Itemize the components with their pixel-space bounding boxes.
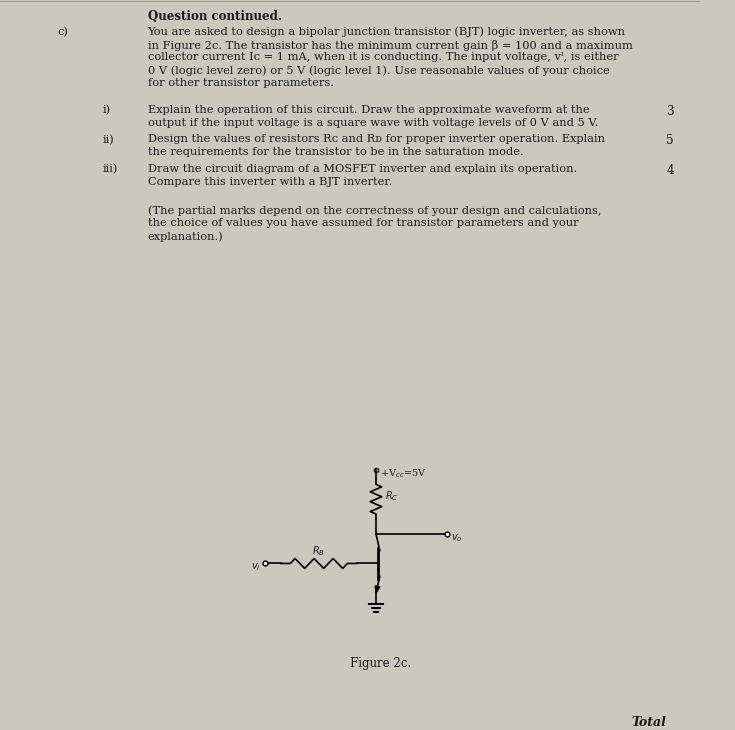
Text: Compare this inverter with a BJT inverter.: Compare this inverter with a BJT inverte… xyxy=(148,177,392,187)
Text: Total: Total xyxy=(631,715,667,729)
Text: Draw the circuit diagram of a MOSFET inverter and explain its operation.: Draw the circuit diagram of a MOSFET inv… xyxy=(148,164,577,174)
Text: Explain the operation of this circuit. Draw the approximate waveform at the: Explain the operation of this circuit. D… xyxy=(148,105,589,115)
Text: the choice of values you have assumed for transistor parameters and your: the choice of values you have assumed fo… xyxy=(148,218,578,228)
Text: You are asked to design a bipolar junction transistor (BJT) logic inverter, as s: You are asked to design a bipolar juncti… xyxy=(148,27,625,37)
Text: 4: 4 xyxy=(667,164,674,177)
Text: Design the values of resistors Rᴄ and Rᴅ for proper inverter operation. Explain: Design the values of resistors Rᴄ and Rᴅ… xyxy=(148,134,605,145)
Text: explanation.): explanation.) xyxy=(148,231,223,242)
Text: (The partial marks depend on the correctness of your design and calculations,: (The partial marks depend on the correct… xyxy=(148,206,601,216)
Text: $R_C$: $R_C$ xyxy=(384,489,398,503)
Text: collector current Iᴄ = 1 mA, when it is conducting. The input voltage, vᴵ, is ei: collector current Iᴄ = 1 mA, when it is … xyxy=(148,53,618,62)
Text: 0 V (logic level zero) or 5 V (logic level 1). Use reasonable values of your cho: 0 V (logic level zero) or 5 V (logic lev… xyxy=(148,65,609,76)
Text: Figure 2c.: Figure 2c. xyxy=(350,658,412,670)
Text: c): c) xyxy=(57,27,68,37)
Text: in Figure 2c. The transistor has the minimum current gain β = 100 and a maximum: in Figure 2c. The transistor has the min… xyxy=(148,39,632,50)
Polygon shape xyxy=(376,585,380,593)
Text: $v_o$: $v_o$ xyxy=(451,532,463,544)
Text: $v_i$: $v_i$ xyxy=(251,561,261,573)
Text: the requirements for the transistor to be in the saturation mode.: the requirements for the transistor to b… xyxy=(148,147,523,157)
Text: 3: 3 xyxy=(667,105,674,118)
Text: Question continued.: Question continued. xyxy=(148,10,282,23)
Text: +V$_{cc}$=5V: +V$_{cc}$=5V xyxy=(380,468,426,480)
Text: i): i) xyxy=(103,105,111,115)
Text: output if the input voltage is a square wave with voltage levels of 0 V and 5 V.: output if the input voltage is a square … xyxy=(148,118,598,128)
Text: $R_B$: $R_B$ xyxy=(312,544,326,558)
Text: ii): ii) xyxy=(103,134,115,145)
Text: for other transistor parameters.: for other transistor parameters. xyxy=(148,78,334,88)
Text: 5: 5 xyxy=(667,134,674,147)
Text: iii): iii) xyxy=(103,164,118,174)
